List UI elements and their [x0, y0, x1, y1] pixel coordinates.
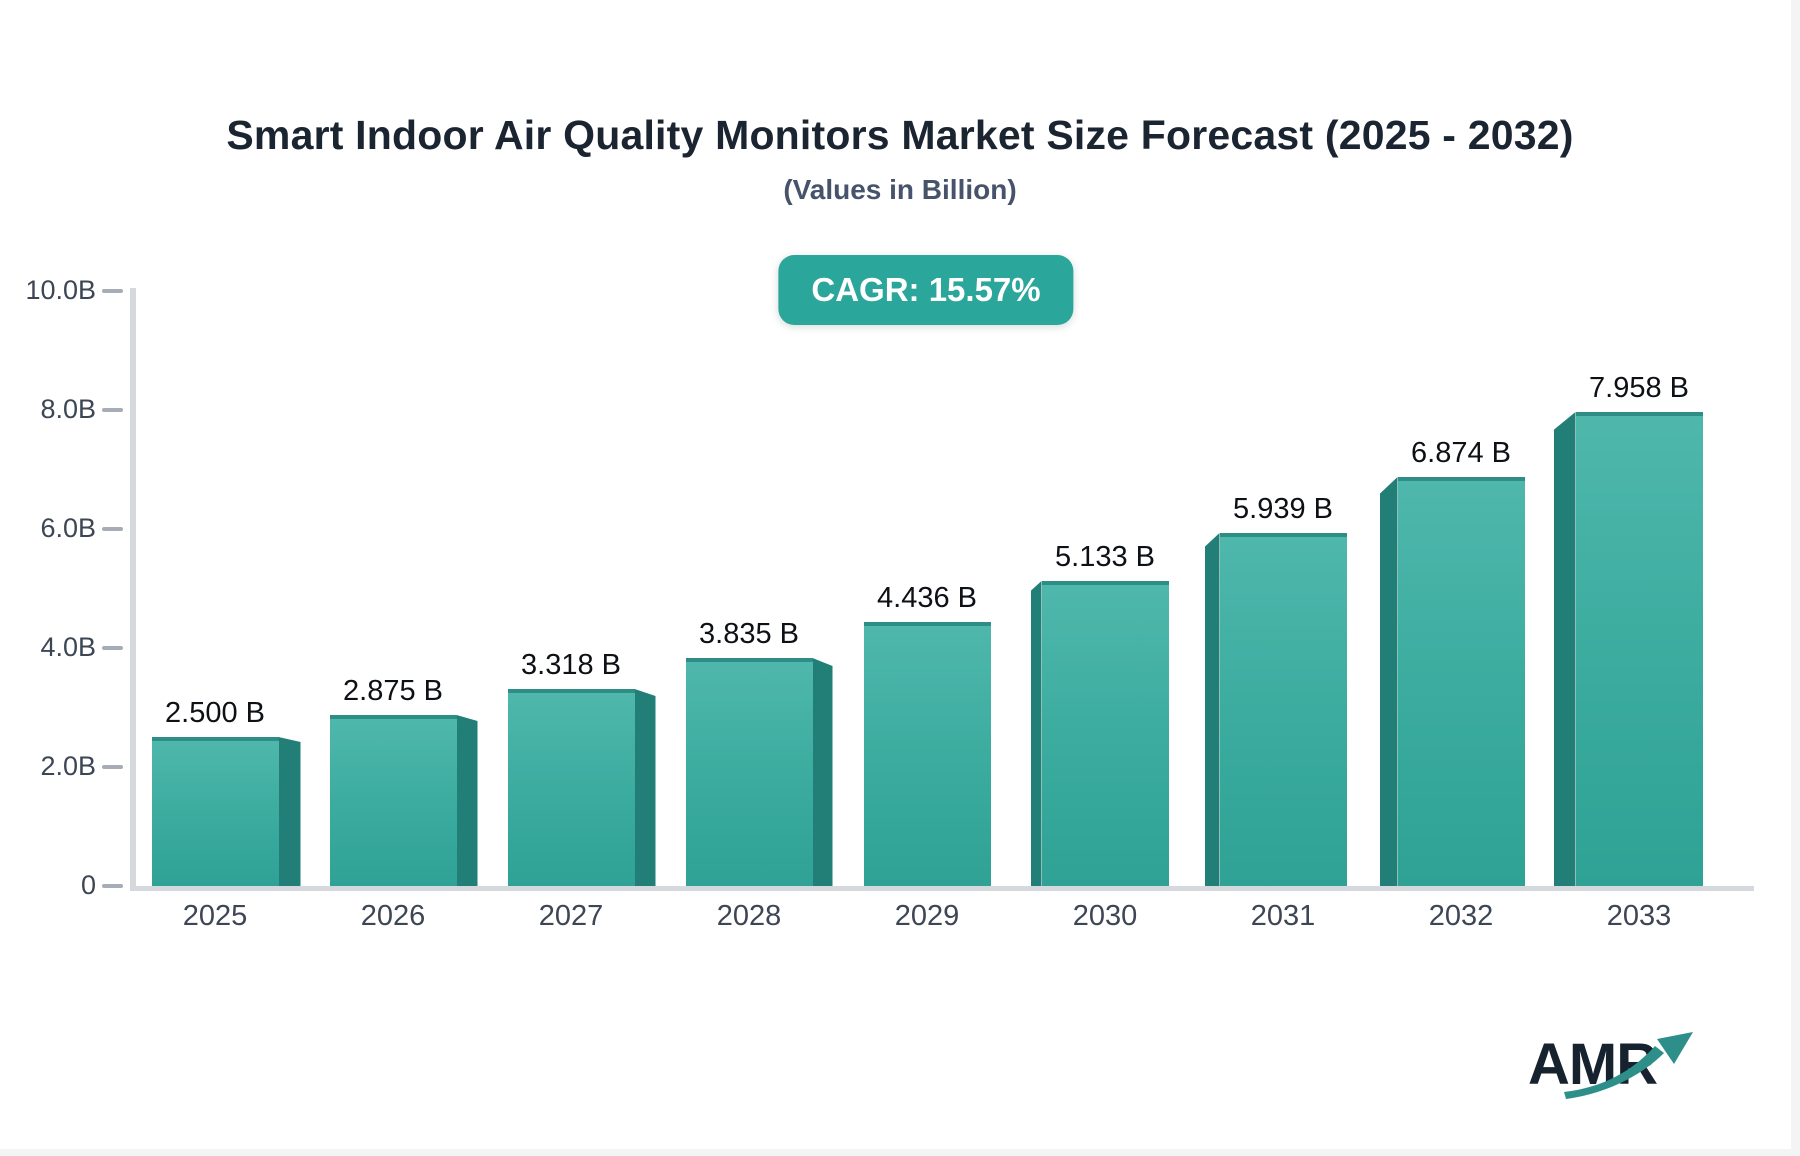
bar-value-label: 4.436 B — [877, 582, 977, 614]
bar-face — [1041, 581, 1169, 886]
bar-side-face — [1553, 412, 1576, 886]
bar-side-face — [634, 689, 656, 886]
bar-value-label: 2.875 B — [343, 675, 443, 707]
page-edge-bottom — [0, 1149, 1800, 1156]
bar-side-face — [812, 658, 833, 886]
y-tick-label: 8.0B — [40, 394, 96, 424]
bar-side-face — [1204, 533, 1220, 886]
y-axis-line — [130, 288, 136, 889]
bar-side-face — [456, 715, 478, 886]
bar-face — [685, 658, 813, 886]
x-tick-label: 2028 — [716, 900, 782, 932]
bar-value-label: 5.133 B — [1055, 541, 1155, 573]
amr-logo: AMR — [1528, 1032, 1708, 1115]
page-edge-right — [1791, 0, 1800, 1156]
bar-face — [1397, 477, 1525, 886]
bar-value-label: 3.318 B — [521, 649, 621, 681]
x-tick-label: 2027 — [538, 900, 604, 932]
bar-value-label: 2.500 B — [165, 697, 265, 729]
y-tick-label: 0 — [80, 870, 96, 900]
x-tick-label: 2026 — [360, 900, 426, 932]
y-tick-label: 10.0B — [25, 275, 96, 305]
bar-face — [329, 715, 457, 886]
bar-value-label: 5.939 B — [1233, 493, 1333, 525]
y-tick-mark — [102, 765, 123, 769]
y-tick-mark — [102, 884, 123, 888]
bar-side-face — [1030, 581, 1042, 886]
bar-face — [151, 737, 279, 886]
bar-face — [1575, 412, 1703, 886]
bar-face — [507, 689, 635, 886]
x-tick-label: 2032 — [1428, 900, 1494, 932]
y-tick-label: 6.0B — [40, 513, 96, 543]
page-subtitle: (Values in Billion) — [783, 174, 1017, 205]
growth-arrow-icon — [1564, 1032, 1693, 1099]
cagr-badge: CAGR: 15.57% — [778, 255, 1074, 325]
x-tick-label: 2025 — [182, 900, 248, 932]
bar-face — [863, 622, 991, 886]
y-tick-label: 2.0B — [40, 751, 96, 781]
y-tick-mark — [102, 408, 123, 412]
bar-value-label: 6.874 B — [1411, 437, 1511, 469]
bar-value-label: 7.958 B — [1589, 372, 1689, 404]
y-tick-mark — [102, 527, 123, 531]
x-axis-line — [130, 886, 1754, 891]
x-tick-label: 2030 — [1072, 900, 1138, 932]
page-title: Smart Indoor Air Quality Monitors Market… — [226, 112, 1574, 158]
y-tick-mark — [102, 289, 123, 293]
bar-side-face — [1379, 477, 1398, 886]
bar-value-label: 3.835 B — [699, 618, 799, 650]
x-tick-label: 2033 — [1606, 900, 1672, 932]
y-tick-label: 4.0B — [40, 632, 96, 662]
y-tick-mark — [102, 646, 123, 650]
bar-face — [1219, 533, 1347, 886]
x-tick-label: 2029 — [894, 900, 960, 932]
x-tick-label: 2031 — [1250, 900, 1316, 932]
bar-side-face — [278, 737, 301, 886]
